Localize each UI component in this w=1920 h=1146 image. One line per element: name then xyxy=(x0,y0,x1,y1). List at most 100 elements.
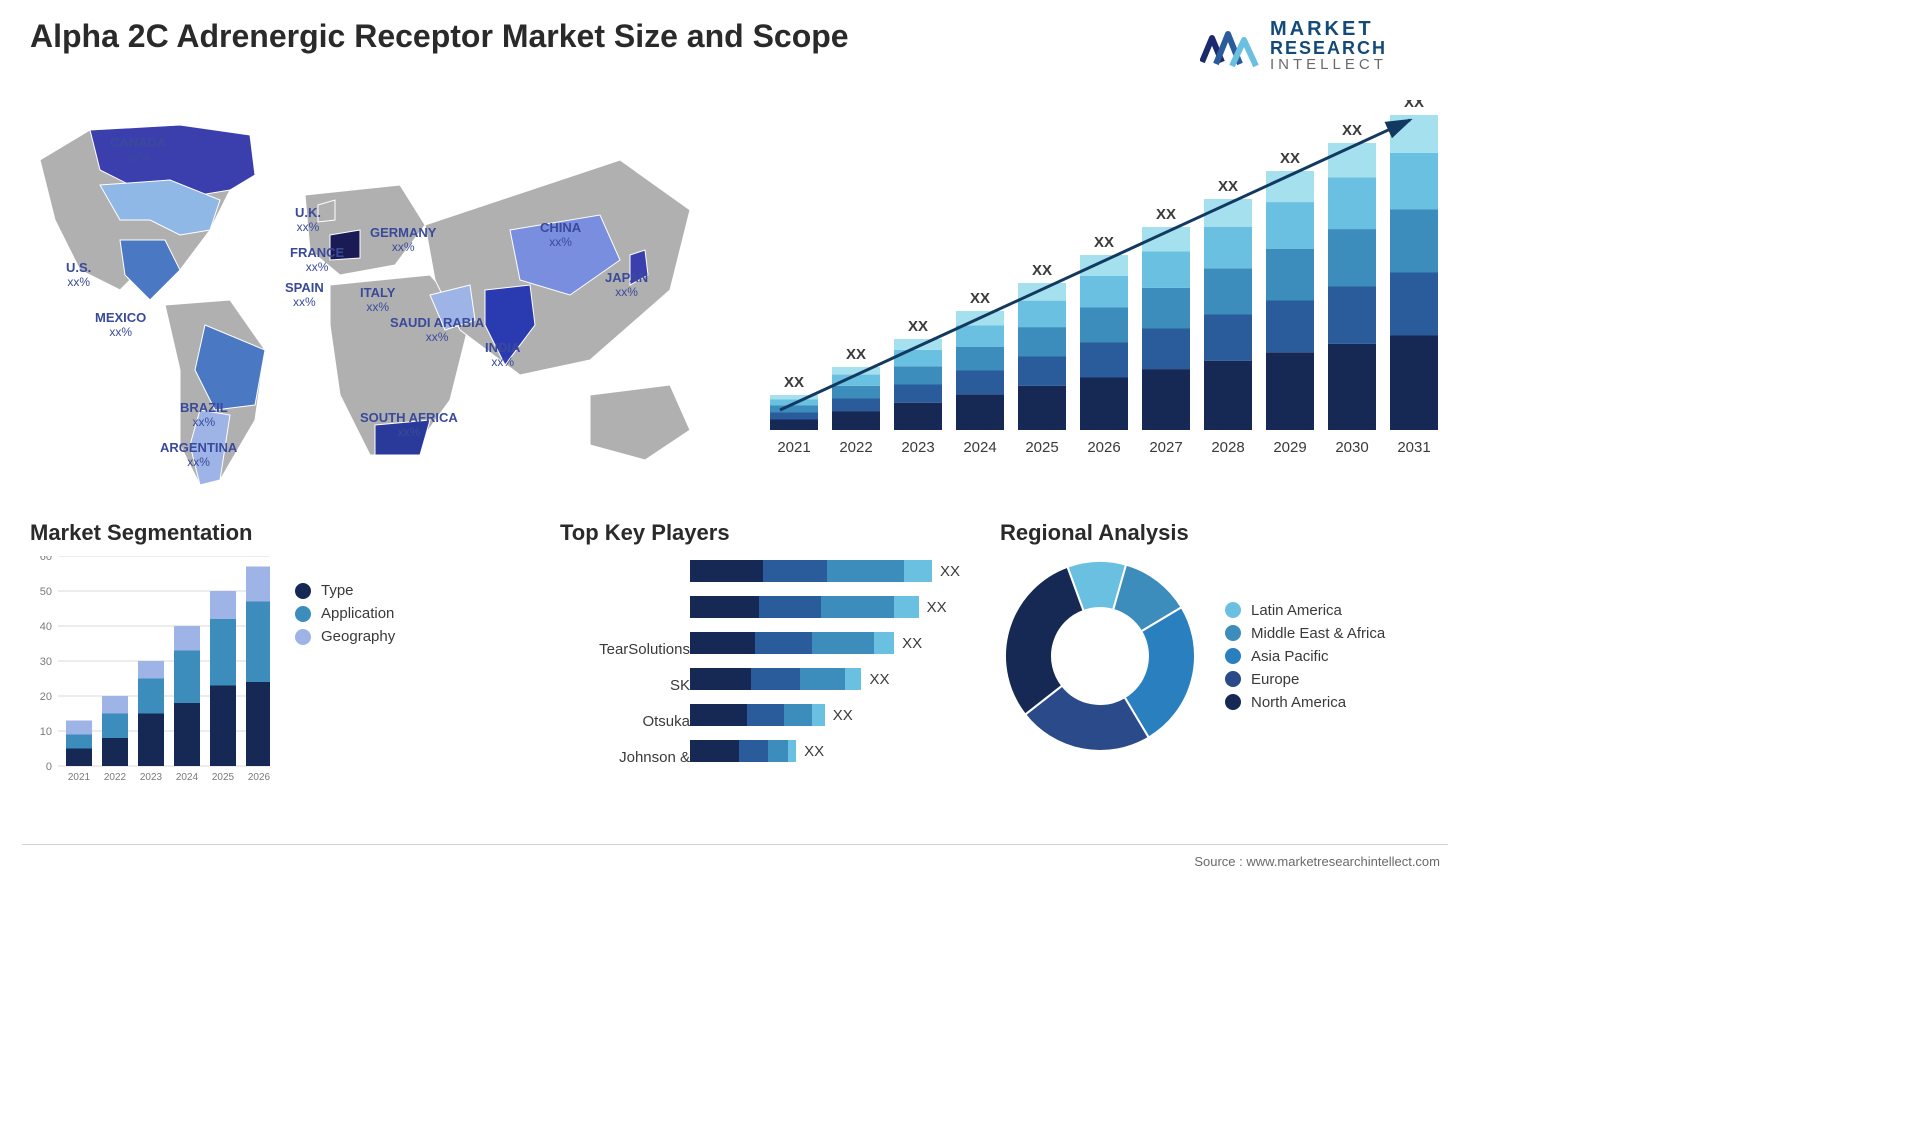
player-bar-segment xyxy=(904,560,932,582)
main-growth-chart: XX 2021 XX 2022 XX 2023 XX 2024 XX 2025 XX 2026 XX 20… xyxy=(760,100,1440,480)
svg-text:2026: 2026 xyxy=(1087,439,1120,456)
player-bar-segment xyxy=(690,704,747,726)
logo-text: MARKET RESEARCH INTELLECT xyxy=(1270,19,1387,72)
svg-text:2024: 2024 xyxy=(963,439,996,456)
map-label: U.S.xx% xyxy=(66,260,91,289)
map-label: ARGENTINAxx% xyxy=(160,440,237,469)
legend-label: North America xyxy=(1251,694,1346,711)
logo-mark-icon xyxy=(1200,20,1260,70)
segmentation-canvas: 0102030405060202120222023202420252026 xyxy=(30,556,270,796)
player-bar-segment xyxy=(747,704,784,726)
map-label: SOUTH AFRICAxx% xyxy=(360,410,458,439)
svg-text:2021: 2021 xyxy=(777,439,810,456)
player-name: TearSolutions xyxy=(560,632,690,668)
legend-label: Geography xyxy=(321,628,395,645)
segmentation-title: Market Segmentation xyxy=(30,520,410,546)
svg-text:XX: XX xyxy=(1404,100,1424,111)
svg-text:0: 0 xyxy=(46,761,52,773)
svg-text:20: 20 xyxy=(40,691,52,703)
legend-swatch xyxy=(1225,625,1241,641)
keyplayers-names: TearSolutionsSKOtsukaJohnson & xyxy=(560,556,690,806)
player-bar-row: XX xyxy=(690,664,960,694)
svg-text:XX: XX xyxy=(846,346,866,363)
player-bar-segment xyxy=(788,740,796,762)
keyplayers-bars: XXXXXXXXXXXX xyxy=(690,556,960,806)
svg-text:2027: 2027 xyxy=(1149,439,1182,456)
map-label: CANADAxx% xyxy=(110,135,166,164)
player-bar-segment xyxy=(812,704,824,726)
svg-text:50: 50 xyxy=(40,586,52,598)
legend-swatch xyxy=(1225,671,1241,687)
player-bar-segment xyxy=(784,704,813,726)
player-value: XX xyxy=(902,635,922,652)
player-name: Otsuka xyxy=(560,704,690,740)
player-bar-row: XX xyxy=(690,736,960,766)
legend-item: Type xyxy=(295,582,395,599)
logo-line3: INTELLECT xyxy=(1270,57,1387,72)
svg-text:2026: 2026 xyxy=(248,772,270,783)
player-bar-segment xyxy=(800,668,845,690)
svg-text:XX: XX xyxy=(1280,150,1300,167)
player-bar-row: XX xyxy=(690,628,960,658)
footer-divider xyxy=(22,844,1448,845)
map-label: GERMANYxx% xyxy=(370,225,436,254)
source-text: Source : www.marketresearchintellect.com xyxy=(1194,854,1440,869)
regional-donut xyxy=(1000,556,1200,756)
svg-text:XX: XX xyxy=(1032,262,1052,279)
segmentation-legend: Type Application Geography xyxy=(295,556,395,796)
legend-label: Application xyxy=(321,605,394,622)
svg-text:2029: 2029 xyxy=(1273,439,1306,456)
player-bar-segment xyxy=(768,740,788,762)
brand-logo: MARKET RESEARCH INTELLECT xyxy=(1200,10,1440,80)
legend-swatch xyxy=(295,629,311,645)
map-label: CHINAxx% xyxy=(540,220,581,249)
player-bar-segment xyxy=(874,632,894,654)
main-chart-canvas: XX 2021 XX 2022 XX 2023 XX 2024 XX 2025 XX 2026 XX 20… xyxy=(760,100,1440,480)
svg-text:2022: 2022 xyxy=(839,439,872,456)
map-label: U.K.xx% xyxy=(295,205,321,234)
player-bar-segment xyxy=(827,560,904,582)
player-bar-segment xyxy=(894,596,919,618)
svg-text:10: 10 xyxy=(40,726,52,738)
svg-text:2023: 2023 xyxy=(140,772,163,783)
svg-text:2025: 2025 xyxy=(1025,439,1058,456)
logo-line1: MARKET xyxy=(1270,19,1387,39)
keyplayers-panel: Top Key Players TearSolutionsSKOtsukaJoh… xyxy=(560,520,960,806)
legend-swatch xyxy=(1225,648,1241,664)
map-label: JAPANxx% xyxy=(605,270,648,299)
map-label: SPAINxx% xyxy=(285,280,324,309)
logo-line2: RESEARCH xyxy=(1270,39,1387,57)
svg-text:XX: XX xyxy=(970,290,990,307)
legend-item: Middle East & Africa xyxy=(1225,625,1385,642)
svg-text:2028: 2028 xyxy=(1211,439,1244,456)
legend-item: Asia Pacific xyxy=(1225,648,1385,665)
player-value: XX xyxy=(940,563,960,580)
segmentation-panel: Market Segmentation 01020304050602021202… xyxy=(30,520,410,796)
legend-item: North America xyxy=(1225,694,1385,711)
player-bar-segment xyxy=(845,668,861,690)
svg-text:30: 30 xyxy=(40,656,52,668)
svg-text:XX: XX xyxy=(1218,178,1238,195)
player-bar-segment xyxy=(812,632,873,654)
player-bar-segment xyxy=(739,740,768,762)
legend-swatch xyxy=(1225,694,1241,710)
map-label: FRANCExx% xyxy=(290,245,344,274)
player-bar-segment xyxy=(759,596,820,618)
player-bar-row: XX xyxy=(690,556,960,586)
player-name: SK xyxy=(560,668,690,704)
legend-label: Latin America xyxy=(1251,602,1342,619)
svg-text:XX: XX xyxy=(908,318,928,335)
legend-item: Europe xyxy=(1225,671,1385,688)
svg-text:2025: 2025 xyxy=(212,772,235,783)
svg-text:XX: XX xyxy=(784,374,804,391)
legend-label: Type xyxy=(321,582,354,599)
player-value: XX xyxy=(804,743,824,760)
player-bar-segment xyxy=(690,632,755,654)
player-bar-row: XX xyxy=(690,700,960,730)
segmentation-chart: 0102030405060202120222023202420252026 xyxy=(30,556,270,796)
svg-text:2023: 2023 xyxy=(901,439,934,456)
player-name xyxy=(560,560,690,596)
legend-label: Asia Pacific xyxy=(1251,648,1329,665)
legend-item: Application xyxy=(295,605,395,622)
legend-swatch xyxy=(295,606,311,622)
